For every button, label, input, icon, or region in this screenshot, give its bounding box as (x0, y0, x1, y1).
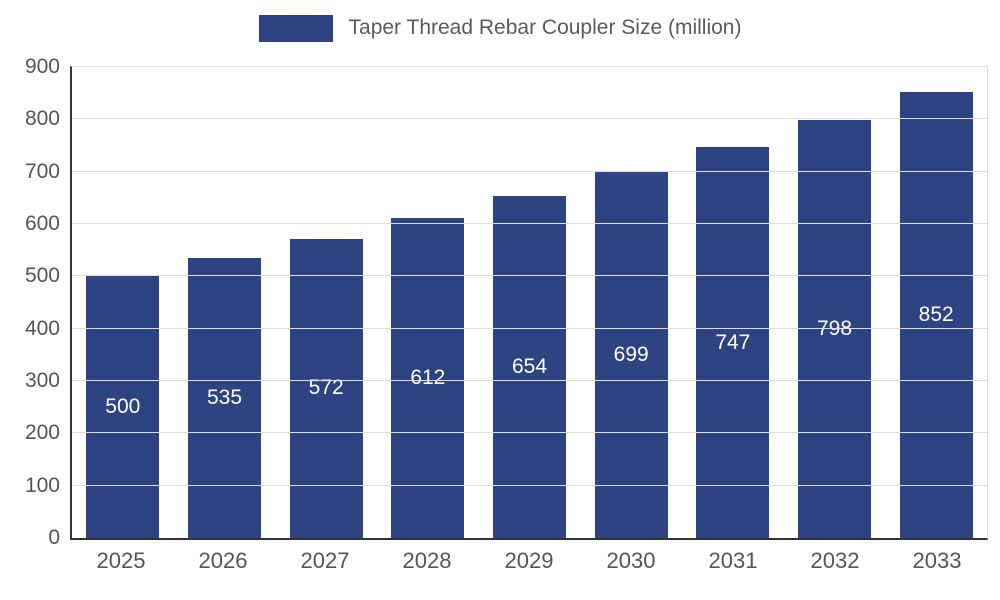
bar-cell: 500 (72, 67, 174, 538)
bar-value-label: 654 (511, 354, 548, 378)
y-tick-label: 900 (24, 55, 60, 78)
gridline (72, 484, 987, 486)
bar-cell: 535 (174, 67, 276, 538)
x-tick-label: 2031 (708, 548, 758, 573)
gridline (72, 327, 987, 329)
x-axis: 2025 2026 2027 2028 2029 2030 2031 2032 2033 (70, 548, 988, 574)
y-tick-label: 300 (24, 369, 60, 393)
plot-area: 500 535 572 612 654 699 747 798 852 0 100 200 300 40… (25, 56, 988, 548)
bar-value-label: 612 (410, 365, 446, 389)
bar-cell: 572 (275, 67, 377, 538)
bar: 747 (696, 147, 770, 538)
bar-value-label: 535 (206, 386, 243, 410)
y-tick-label: 800 (24, 107, 60, 131)
bar-value-label: 747 (715, 330, 751, 354)
bar-value-label: 500 (105, 395, 141, 419)
y-tick-label: 700 (24, 159, 60, 183)
y-tick-label: 200 (24, 421, 60, 445)
bar-cell: 747 (682, 67, 784, 538)
bar-value-label: 852 (918, 303, 954, 327)
gridline (72, 275, 987, 277)
y-tick-label: 600 (24, 212, 60, 236)
bar: 699 (594, 172, 668, 538)
bar: 612 (391, 217, 465, 538)
legend-label: Taper Thread Rebar Coupler Size (million… (348, 16, 742, 39)
bar: 852 (899, 92, 973, 538)
bar-cell: 612 (377, 67, 479, 538)
x-tick-label: 2027 (300, 548, 350, 573)
x-tick-label: 2028 (402, 548, 452, 573)
gridline (72, 380, 987, 382)
x-tick-label: 2030 (606, 548, 656, 573)
legend: Taper Thread Rebar Coupler Size (million… (0, 12, 1000, 44)
bar-cell: 798 (784, 67, 886, 538)
bar: 572 (289, 238, 363, 538)
x-tick-label: 2029 (504, 548, 554, 573)
bar: 500 (86, 276, 160, 538)
bar-value-label: 572 (308, 376, 344, 400)
legend-swatch (258, 14, 333, 42)
bar-cell: 654 (479, 67, 581, 538)
x-tick-label: 2026 (198, 548, 248, 573)
bar-value-label: 798 (817, 317, 853, 341)
bar: 654 (493, 195, 567, 538)
x-tick-label: 2032 (810, 548, 860, 573)
y-tick-label: 100 (24, 473, 60, 497)
gridline (72, 118, 987, 120)
bar: 535 (188, 258, 261, 538)
gridline (72, 432, 987, 434)
bar-cell: 699 (580, 67, 682, 538)
x-tick-label: 2033 (912, 548, 962, 573)
bar-cell: 852 (885, 67, 987, 538)
bar-value-label: 699 (613, 343, 649, 367)
y-tick-label: 400 (24, 316, 60, 340)
bars-container: 500 535 572 612 654 699 747 798 852 (72, 67, 987, 538)
gridline (72, 223, 987, 225)
x-tick-label: 2025 (96, 548, 146, 573)
bar: 798 (798, 120, 872, 538)
gridline (72, 170, 987, 172)
y-tick-label: 0 (48, 526, 60, 549)
y-tick-label: 500 (24, 264, 60, 288)
